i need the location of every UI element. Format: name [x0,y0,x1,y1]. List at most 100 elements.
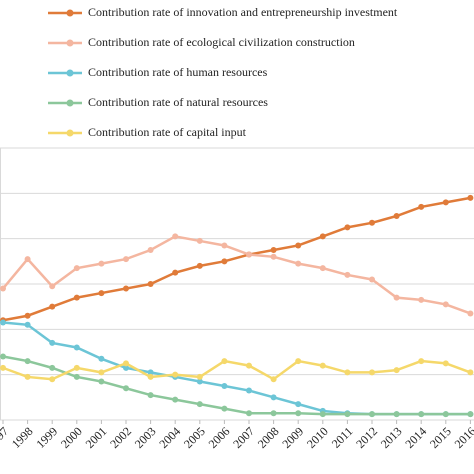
point [147,369,154,376]
point [196,373,203,380]
series-line [2,196,471,322]
point [73,294,80,301]
point [98,355,105,362]
series-line [2,359,471,381]
x-tick-label: 2012 [353,424,380,451]
point [24,256,31,263]
x-tick-label: 2007 [230,424,257,451]
point [319,362,326,369]
legend-marker [66,69,74,77]
point [196,378,203,385]
point [467,194,474,201]
point [418,203,425,210]
x-tick-label: 2009 [279,424,306,451]
point [123,385,129,392]
point [73,265,80,272]
point [418,411,425,418]
x-tick-label: 1998 [9,424,36,451]
point [319,265,326,272]
point [246,251,252,258]
point [172,233,179,240]
legend-label: Contribution rate of human resources [88,65,268,79]
x-tick-label: 2014 [402,424,429,451]
x-tick-label: 2016 [452,424,474,451]
point [172,269,179,276]
x-tick-label: 1997 [0,424,11,451]
point [295,410,302,417]
point [319,233,326,240]
point [295,242,302,249]
point [442,199,449,206]
legend-label: Contribution rate of ecological civiliza… [88,35,355,49]
point [418,296,425,303]
point [24,358,31,365]
point [24,321,31,328]
point [0,353,6,360]
x-tick-label: 2011 [329,424,356,451]
point [147,392,154,399]
x-tick-label: 2003 [132,424,159,451]
point [98,260,105,267]
point [147,247,154,253]
point [442,301,449,308]
point [123,256,129,263]
point [49,364,56,371]
legend-label: Contribution rate of innovation and entr… [88,5,398,19]
point [172,371,179,378]
point [98,369,105,376]
point [123,364,129,371]
point [442,360,449,367]
legend-marker [66,99,74,107]
point [172,396,179,403]
point [98,290,105,297]
x-tick-label: 2006 [206,424,233,451]
point [0,364,6,371]
x-tick-label: 2010 [304,424,331,451]
point [221,358,228,365]
point [221,242,228,249]
legend-marker [66,39,74,47]
point [418,358,425,365]
point [467,310,474,317]
point [344,369,351,376]
point [393,294,400,301]
point [344,271,351,278]
point [369,219,375,226]
x-tick-label: 2013 [378,424,405,451]
point [73,373,80,380]
point [49,283,56,290]
x-tick-label: 2008 [255,424,282,451]
point [295,260,302,267]
point [196,262,203,269]
point [196,237,203,244]
point [246,410,252,417]
point [369,411,375,418]
point [73,364,80,371]
point [270,394,277,401]
point [73,344,80,351]
series-line [2,355,471,416]
point [49,339,56,346]
point [295,401,302,408]
point [319,411,326,418]
point [467,369,474,376]
point [369,276,375,283]
point [393,411,400,418]
point [24,312,31,319]
point [147,373,154,380]
point [344,411,351,418]
point [123,360,129,367]
series-line [2,235,471,315]
point [0,285,6,292]
point [221,383,228,389]
legend-label: Contribution rate of capital input [88,125,247,139]
point [221,258,228,265]
legend-marker [66,9,74,17]
point [295,358,302,365]
point [270,253,277,260]
x-tick-label: 2005 [181,424,208,451]
point [442,411,449,418]
x-tick-label: 2015 [427,424,454,451]
point [196,401,203,408]
point [467,411,474,418]
